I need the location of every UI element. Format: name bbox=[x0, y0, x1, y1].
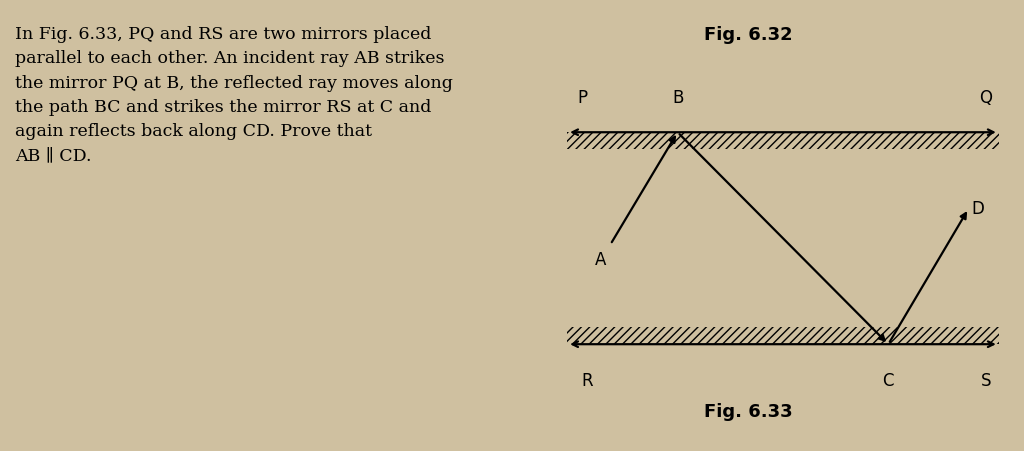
Text: R: R bbox=[582, 372, 593, 390]
Text: Fig. 6.32: Fig. 6.32 bbox=[703, 26, 793, 44]
Text: B: B bbox=[672, 89, 683, 107]
Text: S: S bbox=[980, 372, 991, 390]
Bar bbox=[567, 132, 998, 149]
Text: A: A bbox=[595, 251, 606, 269]
Bar bbox=[567, 327, 998, 344]
Text: D: D bbox=[972, 199, 984, 217]
Text: Fig. 6.33: Fig. 6.33 bbox=[703, 402, 793, 420]
Text: In Fig. 6.33, PQ and RS are two mirrors placed
parallel to each other. An incide: In Fig. 6.33, PQ and RS are two mirrors … bbox=[15, 26, 454, 164]
Text: Q: Q bbox=[979, 89, 992, 107]
Text: C: C bbox=[883, 372, 894, 390]
Text: P: P bbox=[578, 89, 588, 107]
